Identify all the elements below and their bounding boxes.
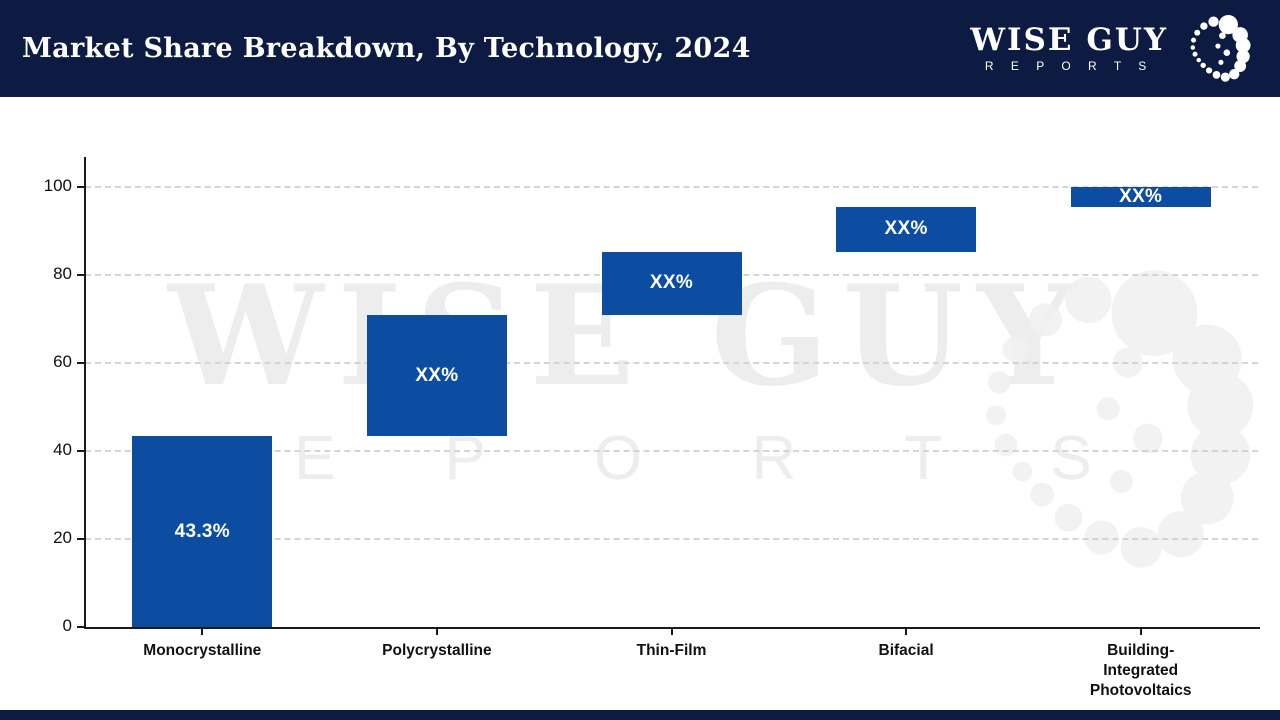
bar: XX% [1070,185,1211,207]
gridline [85,186,1258,188]
bar: 43.3% [132,436,273,627]
bar-value-label: XX% [649,272,694,294]
y-tick-label: 80 [53,264,72,283]
category-label: Bifacial [878,642,934,659]
x-tick-mark [201,629,204,635]
y-tick-mark [77,450,84,452]
watermark: WISE GUY R E P O R T S [120,267,1138,494]
bar-value-label: XX% [1119,185,1163,207]
y-tick-mark [77,626,84,628]
bar-value-label: XX% [884,218,928,240]
footer-bar [0,710,1280,720]
chart-area: WISE GUY R E P O R T S [0,97,1280,710]
y-tick-label: 40 [53,440,72,459]
chart-title: Market Share Breakdown, By Technology, 2… [22,33,751,64]
bar: XX% [601,252,742,315]
category-label: Monocrystalline [143,642,262,659]
brand-subtitle: R E P O R T S [984,59,1154,74]
brand-logo-text: WISE GUY R E P O R T S [970,24,1168,74]
x-tick-mark [435,629,438,635]
brand-head-icon [1190,14,1251,82]
y-axis-line [84,157,86,628]
gridline [85,538,1258,540]
watermark-line2: R E P O R T S [140,424,1138,493]
y-tick-mark [77,186,84,188]
category-label: Thin-Film [636,642,707,659]
x-tick-mark [905,629,908,635]
bar: XX% [366,314,507,437]
y-tick-label: 20 [53,528,72,547]
y-tick-mark [77,362,84,364]
bar-value-label: XX% [415,364,459,386]
y-tick-mark [77,274,84,276]
brand-logo: WISE GUY R E P O R T S [970,12,1252,86]
header-bar: Market Share Breakdown, By Technology, 2… [0,0,1280,97]
x-tick-mark [1139,629,1142,635]
watermark-head-icon [986,270,1254,568]
y-tick-label: 60 [53,352,72,371]
brand-name: WISE GUY [970,21,1168,58]
gridline [85,362,1258,364]
y-tick-label: 100 [43,176,72,195]
bar: XX% [836,206,977,253]
x-axis-line [84,627,1260,629]
y-tick-mark [77,538,84,540]
bar-value-label: 43.3% [174,520,230,542]
gridline [85,450,1258,452]
category-label: Building- Integrated Photovoltaics [1089,642,1192,700]
y-tick-label: 0 [62,616,72,635]
x-tick-mark [670,629,673,635]
category-label: Polycrystalline [382,642,492,659]
